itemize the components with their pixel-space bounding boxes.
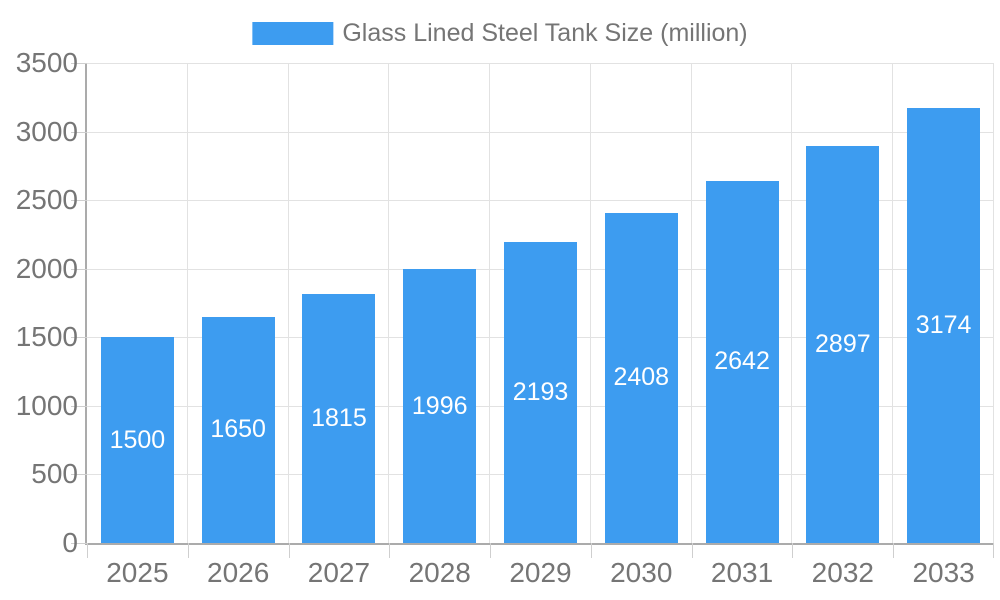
bar-value-label: 1650 <box>210 415 266 444</box>
bar-2026[interactable]: 1650 <box>201 316 275 543</box>
bar-2031[interactable]: 2642 <box>705 180 779 543</box>
x-axis-label-2029: 2029 <box>509 557 572 588</box>
y-tick-1500 <box>71 337 87 339</box>
y-tick-2500 <box>71 200 87 202</box>
y-tick-1000 <box>71 405 87 407</box>
bar-value-label: 1815 <box>311 404 367 433</box>
x-axis-label-2027: 2027 <box>307 557 371 588</box>
y-tick-0 <box>71 543 87 544</box>
x-tick-4 <box>490 543 492 558</box>
x-tick-5 <box>590 543 592 558</box>
x-axis-label-2030: 2030 <box>610 557 673 588</box>
bar-value-label: 2193 <box>512 378 569 407</box>
bar-value-label: 2897 <box>815 329 871 358</box>
bar-2033[interactable]: 3174 <box>907 107 981 543</box>
y-axis-line <box>85 63 87 545</box>
bar-2027[interactable]: 1815 <box>302 294 376 543</box>
bar-value-label: 3174 <box>915 310 972 339</box>
x-axis-label-2025: 2025 <box>106 557 169 588</box>
legend-item[interactable]: Glass Lined Steel Tank Size (million) <box>252 19 748 47</box>
x-tick-6 <box>691 543 693 558</box>
gridline-v-3 <box>388 63 390 543</box>
gridline-h-3000 <box>87 131 994 133</box>
y-axis-label-0: 0 <box>62 527 78 558</box>
gridline-h-2500 <box>87 200 994 202</box>
x-axis-label-2028: 2028 <box>408 557 471 588</box>
y-tick-3000 <box>71 131 87 133</box>
x-tick-2 <box>288 543 290 558</box>
y-tick-500 <box>71 474 87 476</box>
gridline-v-2 <box>287 63 289 543</box>
gridline-v-9 <box>993 63 994 543</box>
y-tick-2000 <box>71 268 87 270</box>
gridline-v-5 <box>589 63 591 543</box>
bar-value-label: 1500 <box>109 425 166 454</box>
y-axis-label-2000: 2000 <box>15 252 78 284</box>
y-axis-label-3000: 3000 <box>15 115 78 147</box>
y-axis-label-3500: 3500 <box>15 47 78 78</box>
gridline-v-4 <box>489 63 491 543</box>
y-tick-3500 <box>71 63 87 64</box>
gridline-v-1 <box>186 63 188 543</box>
bar-2025[interactable]: 1500 <box>100 337 174 543</box>
bar-2030[interactable]: 2408 <box>604 212 678 543</box>
legend-swatch <box>252 22 334 45</box>
x-tick-1 <box>187 543 189 558</box>
bar-2028[interactable]: 1996 <box>403 269 477 543</box>
bar-2032[interactable]: 2897 <box>806 145 880 543</box>
y-axis-label-500: 500 <box>31 458 78 490</box>
y-axis-label-2500: 2500 <box>15 184 78 216</box>
x-axis-label-2031: 2031 <box>710 557 774 588</box>
x-tick-9 <box>993 543 994 558</box>
x-tick-0 <box>87 543 88 558</box>
x-axis-line <box>85 543 994 545</box>
gridline-h-3500 <box>87 63 994 64</box>
gridline-v-7 <box>791 63 793 543</box>
legend-label: Glass Lined Steel Tank Size (million) <box>342 19 748 47</box>
y-axis-label-1000: 1000 <box>15 389 78 421</box>
y-axis-label-1500: 1500 <box>15 321 78 353</box>
gridline-v-8 <box>892 63 894 543</box>
bar-value-label: 1996 <box>411 391 468 420</box>
x-axis-label-2033: 2033 <box>912 557 975 588</box>
x-axis-label-2026: 2026 <box>207 557 270 588</box>
plot-area: 1500 1650 1815 1996 2193 2408 2642 2897 3174 <box>85 63 994 545</box>
x-axis-label-2032: 2032 <box>811 557 874 588</box>
x-tick-7 <box>792 543 794 558</box>
bar-value-label: 2642 <box>714 347 770 376</box>
x-tick-8 <box>893 543 895 558</box>
bar-value-label: 2408 <box>613 363 670 392</box>
x-tick-3 <box>389 543 391 558</box>
bar-2029[interactable]: 2193 <box>504 242 577 543</box>
gridline-v-6 <box>690 63 692 543</box>
